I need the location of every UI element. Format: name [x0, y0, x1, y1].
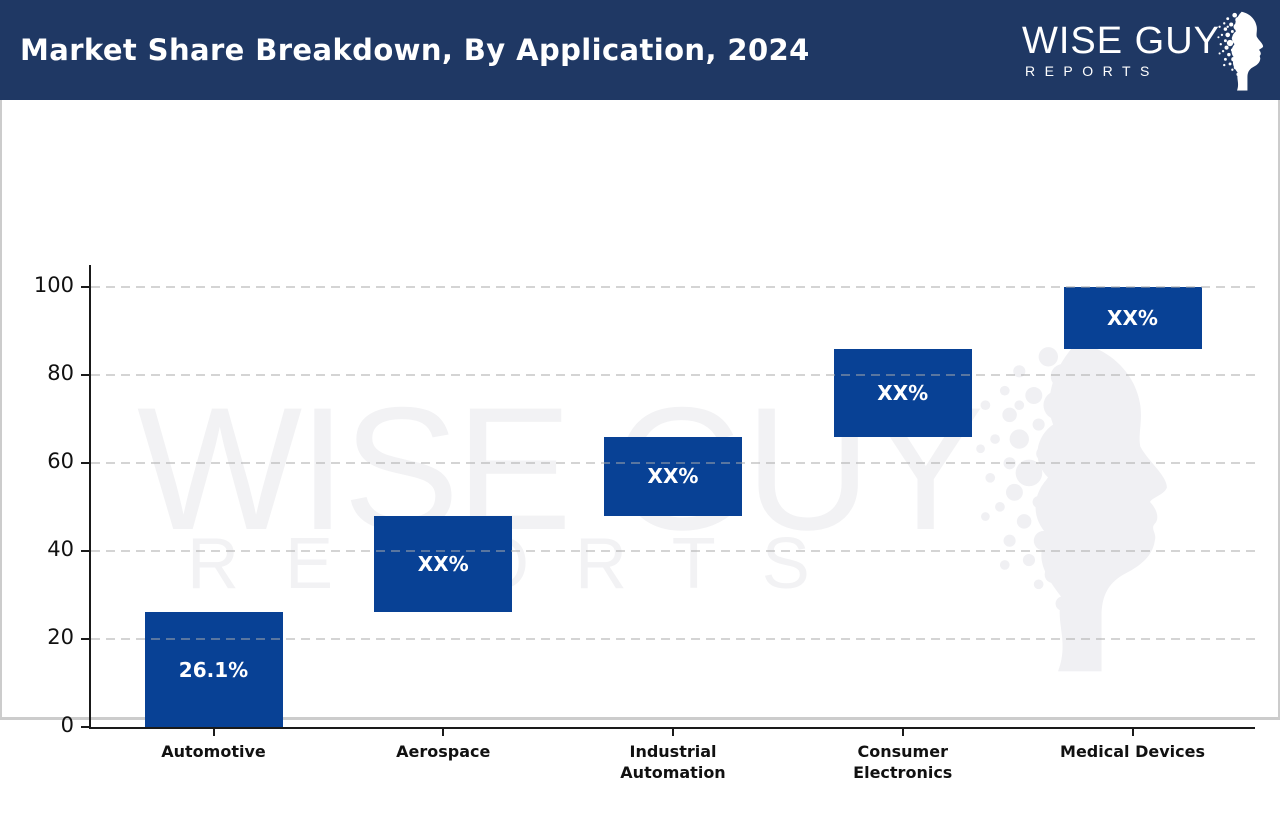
gridline-60 [91, 462, 1255, 464]
plot: 26.1% XX% XX% XX% XX% 0 20 40 60 80 100 Automotive A… [2, 100, 1280, 820]
y-tick-40 [81, 550, 89, 552]
y-tick-label-40: 40 [47, 537, 74, 561]
bar-value-label: XX% [417, 551, 469, 576]
brand-text: WISE GUY REPORTS [1022, 22, 1220, 79]
bar-value-label: XX% [1107, 305, 1158, 330]
wiseguy-face-icon [1208, 7, 1266, 93]
x-tick-label-2: Industrial Automation [620, 742, 726, 783]
y-axis-line [89, 265, 91, 727]
y-tick-80 [81, 374, 89, 376]
gridline-40 [91, 550, 1255, 552]
y-tick-label-20: 20 [47, 625, 74, 649]
y-tick-label-80: 80 [47, 361, 74, 385]
brand-name: WISE GUY [1021, 19, 1220, 62]
header: Market Share Breakdown, By Application, … [0, 0, 1280, 100]
page-title: Market Share Breakdown, By Application, … [20, 33, 810, 67]
bar-automotive: 26.1% [144, 612, 283, 727]
gridline-100 [91, 286, 1255, 288]
x-tick-1 [442, 729, 445, 736]
brand-logo: WISE GUY REPORTS [1022, 7, 1266, 93]
gridline-80 [91, 374, 1255, 376]
x-tick-0 [212, 729, 215, 736]
x-tick-label-1: Aerospace [396, 742, 491, 761]
x-tick-3 [901, 729, 904, 736]
y-tick-0 [81, 726, 89, 728]
y-tick-label-100: 100 [33, 273, 74, 297]
bar-value-label: XX% [647, 464, 699, 489]
y-tick-label-60: 60 [47, 449, 74, 473]
x-tick-4 [1131, 729, 1134, 736]
x-tick-label-4: Medical Devices [1060, 742, 1205, 761]
bar-medical-devices: XX% [1063, 287, 1202, 349]
bar-value-label: XX% [877, 380, 929, 405]
brand-subtitle: REPORTS [1024, 62, 1159, 79]
bar-aerospace: XX% [374, 515, 513, 613]
y-tick-label-0: 0 [60, 713, 74, 737]
x-tick-label-0: Automotive [161, 742, 266, 761]
bar-value-label: 26.1% [178, 657, 249, 682]
y-tick-60 [81, 462, 89, 464]
y-tick-20 [81, 638, 89, 640]
x-tick-label-3: Consumer Electronics [853, 742, 953, 783]
x-tick-2 [672, 729, 674, 736]
y-tick-100 [81, 286, 89, 288]
bar-industrial-automation: XX% [604, 436, 742, 516]
bar-consumer-electronics: XX% [833, 348, 972, 437]
gridline-20 [91, 638, 1255, 640]
chart-area: WISE GUY REPORTS 26.1% XX% XX% XX% XX% 0 20 40 6… [0, 100, 1280, 782]
